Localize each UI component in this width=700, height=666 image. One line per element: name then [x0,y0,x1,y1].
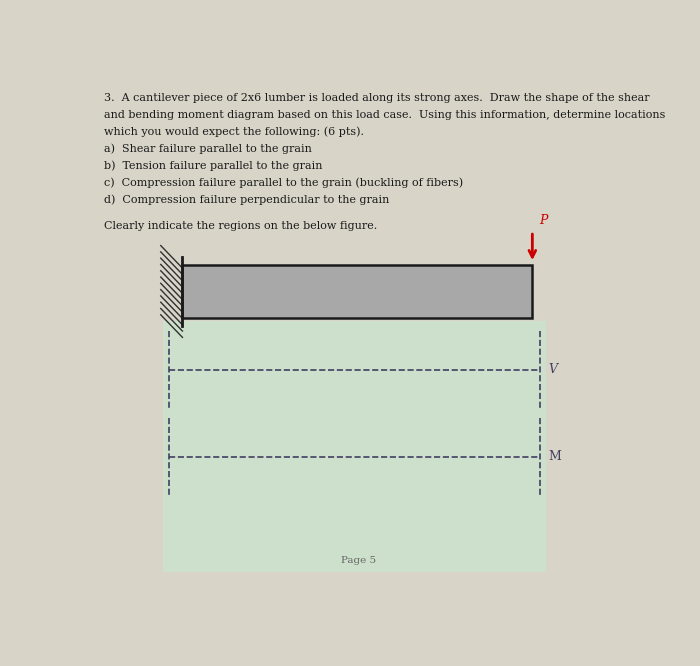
Text: d)  Compression failure perpendicular to the grain: d) Compression failure perpendicular to … [104,194,389,205]
Text: P: P [539,214,547,227]
Text: b)  Tension failure parallel to the grain: b) Tension failure parallel to the grain [104,161,322,171]
Text: and bending moment diagram based on this load case.  Using this information, det: and bending moment diagram based on this… [104,110,665,120]
Text: V: V [549,363,558,376]
Bar [163,321,546,572]
Bar [183,264,533,318]
Text: M: M [549,450,561,464]
Text: 3.  A cantilever piece of 2x6 lumber is loaded along its strong axes.  Draw the : 3. A cantilever piece of 2x6 lumber is l… [104,93,650,103]
Text: Clearly indicate the regions on the below figure.: Clearly indicate the regions on the belo… [104,221,377,231]
Text: Page 5: Page 5 [341,555,377,565]
Text: a)  Shear failure parallel to the grain: a) Shear failure parallel to the grain [104,143,312,154]
Text: c)  Compression failure parallel to the grain (buckling of fibers): c) Compression failure parallel to the g… [104,177,463,188]
Text: which you would expect the following: (6 pts).: which you would expect the following: (6… [104,127,364,137]
